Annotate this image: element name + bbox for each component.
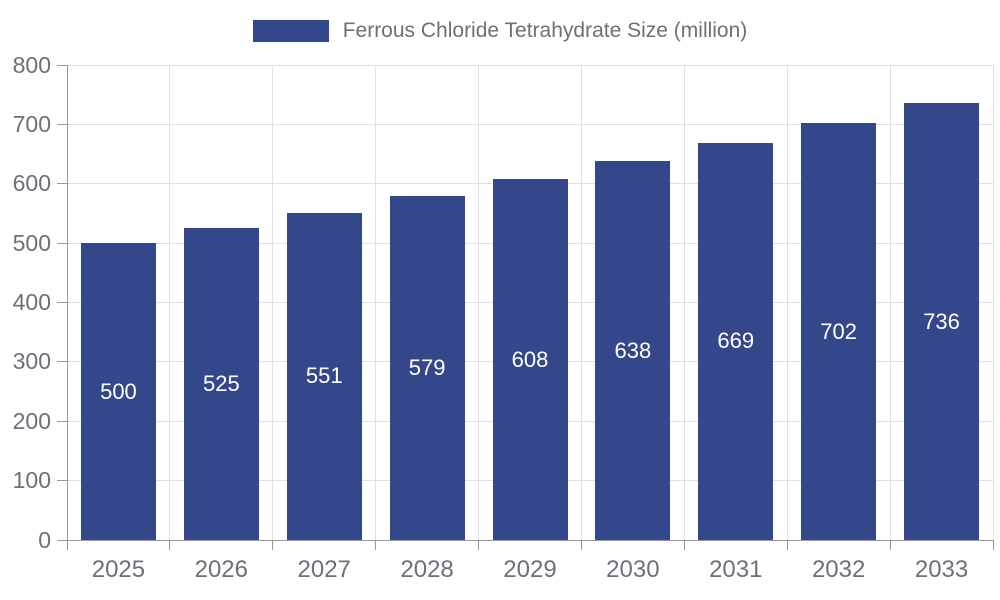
y-axis-tick xyxy=(57,420,67,422)
legend-label: Ferrous Chloride Tetrahydrate Size (mill… xyxy=(342,19,748,42)
bar-2027 xyxy=(286,212,362,540)
bar-2026 xyxy=(183,228,259,540)
y-tick-label: 400 xyxy=(12,289,51,315)
x-tick-label: 2029 xyxy=(503,556,557,583)
x-tick-label: 2033 xyxy=(914,556,969,583)
y-axis-tick xyxy=(57,480,67,482)
legend[interactable]: Ferrous Chloride Tetrahydrate Size (mill… xyxy=(0,19,1000,43)
gridline-vertical xyxy=(889,65,891,540)
x-tick-label: 2032 xyxy=(811,556,866,583)
bar-value-label: 736 xyxy=(923,308,960,334)
bar-2025 xyxy=(80,243,156,540)
gridline-horizontal xyxy=(67,123,993,125)
x-axis-tick xyxy=(169,540,171,550)
x-axis-tick xyxy=(992,540,994,550)
bar-value-label: 500 xyxy=(100,378,137,404)
gridline-vertical xyxy=(478,65,480,540)
gridline-vertical xyxy=(992,65,994,540)
bar-2029 xyxy=(492,179,568,540)
bar-value-label: 525 xyxy=(202,371,240,397)
bar-value-label: 608 xyxy=(511,346,549,372)
bar-value-label: 551 xyxy=(305,363,343,389)
gridline-vertical xyxy=(375,65,377,540)
gridline-horizontal xyxy=(67,64,993,66)
x-tick-label: 2027 xyxy=(297,556,351,583)
y-axis-tick xyxy=(57,183,67,185)
x-axis-tick xyxy=(66,540,68,550)
x-axis-tick xyxy=(272,540,274,550)
y-axis-tick xyxy=(57,123,67,125)
x-axis-line xyxy=(67,540,993,541)
bar-2030 xyxy=(595,161,671,540)
legend-swatch xyxy=(252,20,329,42)
x-axis-tick xyxy=(478,540,480,550)
y-axis-tick xyxy=(57,539,67,541)
y-tick-label: 300 xyxy=(12,348,51,375)
y-tick-label: 500 xyxy=(12,229,51,256)
y-axis-tick xyxy=(57,302,67,303)
x-tick-label: 2028 xyxy=(400,556,454,583)
plot-area: 0 100 200 300 400 500 600 700 800 2025 2026 2027 202… xyxy=(13,53,994,583)
y-tick-label: 700 xyxy=(12,110,51,137)
bar-value-label: 702 xyxy=(820,318,858,344)
bar-value-label: 669 xyxy=(717,328,755,354)
gridline-vertical xyxy=(169,65,171,540)
y-axis-tick xyxy=(57,361,67,363)
y-tick-label: 100 xyxy=(12,467,51,494)
x-tick-label: 2031 xyxy=(709,556,763,583)
bar-2032 xyxy=(801,123,877,540)
y-axis-line xyxy=(67,65,68,540)
y-tick-label: 600 xyxy=(12,170,51,197)
x-axis-tick xyxy=(683,540,685,550)
bar-2028 xyxy=(389,196,465,540)
x-axis-tick xyxy=(889,540,891,550)
x-axis-tick xyxy=(580,540,582,550)
y-axis-tick xyxy=(57,64,67,66)
bar-value-label: 638 xyxy=(614,337,652,363)
y-axis-tick xyxy=(57,242,67,244)
x-tick-label: 2030 xyxy=(606,556,660,583)
gridline-vertical xyxy=(580,65,582,540)
bar-2033 xyxy=(904,103,980,540)
y-tick-label: 800 xyxy=(12,51,51,78)
x-tick-label: 2026 xyxy=(194,556,248,583)
bar-value-label: 579 xyxy=(408,355,446,381)
gridline-vertical xyxy=(272,65,274,540)
gridline-vertical xyxy=(683,65,685,540)
bar-2031 xyxy=(698,142,774,540)
y-tick-label: 200 xyxy=(12,407,51,434)
x-tick-label: 2025 xyxy=(91,556,146,583)
x-axis-tick xyxy=(786,540,788,550)
x-axis-tick xyxy=(375,540,377,550)
gridline-vertical xyxy=(786,65,788,540)
y-tick-label: 0 xyxy=(38,526,51,553)
